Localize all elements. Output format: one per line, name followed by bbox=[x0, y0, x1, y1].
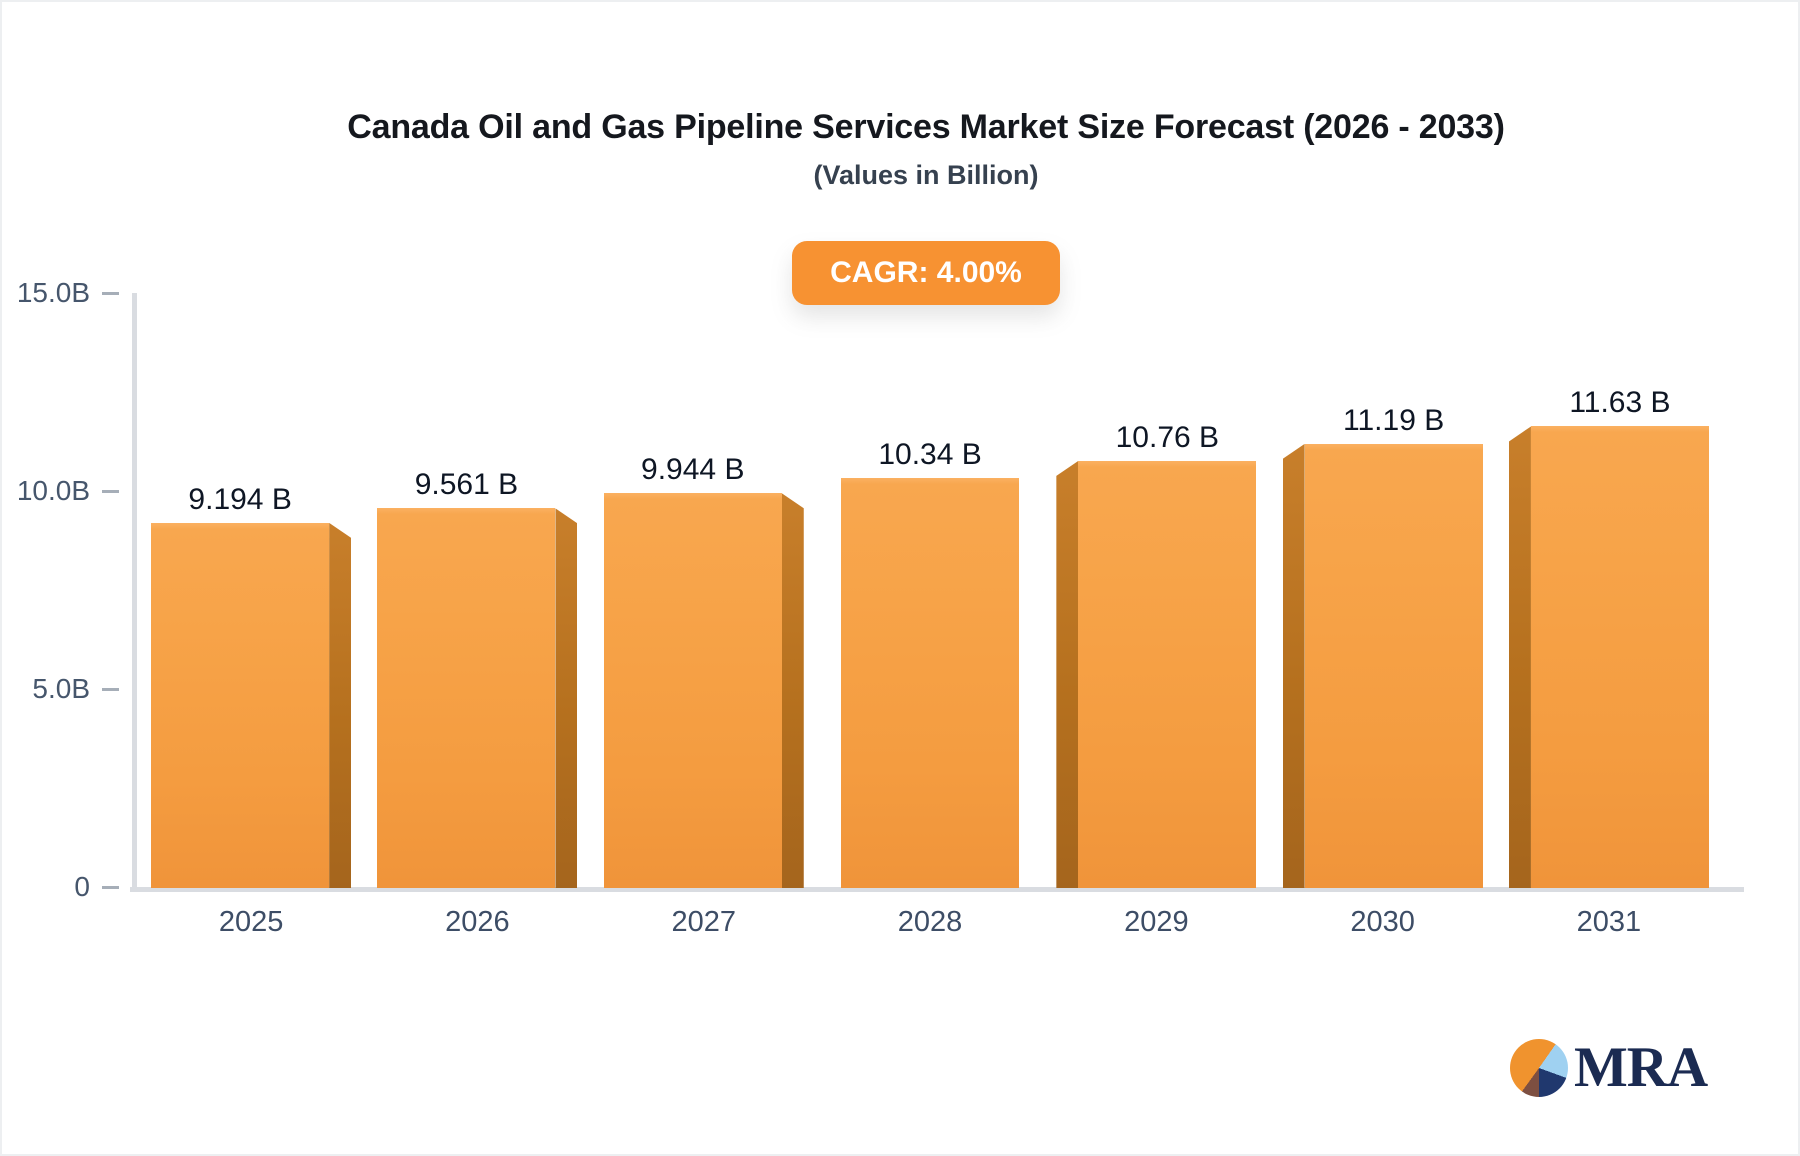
bar-2031-side-face bbox=[1508, 426, 1531, 888]
x-axis-label-2027: 2027 bbox=[671, 906, 736, 938]
y-tick-mark-5.0B bbox=[102, 688, 119, 691]
chart-header: Canada Oil and Gas Pipeline Services Mar… bbox=[2, 2, 1798, 305]
bar-value-label-2031: 11.63 B bbox=[1569, 386, 1671, 420]
y-tick-mark-0 bbox=[102, 886, 119, 889]
x-axis-label-2029: 2029 bbox=[1124, 906, 1189, 938]
mra-logo: MRA bbox=[1510, 1036, 1708, 1100]
y-tick-label-5.0B: 5.0B bbox=[32, 673, 90, 704]
pie-chart-logo-icon bbox=[1510, 1039, 1568, 1097]
chart-subtitle: (Values in Billion) bbox=[813, 160, 1039, 190]
bar-value-label-2028: 10.34 B bbox=[878, 437, 982, 471]
bar-2026 bbox=[377, 508, 556, 888]
y-tick-mark-15.0B bbox=[102, 292, 119, 295]
bar-value-label-2029: 10.76 B bbox=[1115, 420, 1220, 454]
bar-2029 bbox=[1078, 460, 1257, 888]
x-axis-label-2025: 2025 bbox=[218, 906, 284, 938]
y-tick-label-0: 0 bbox=[74, 871, 90, 902]
bar-2028 bbox=[841, 477, 1020, 888]
bar-value-label-2026: 9.561 B bbox=[414, 468, 519, 502]
bar-2030 bbox=[1304, 443, 1483, 888]
y-tick-label-10.0B: 10.0B bbox=[16, 475, 90, 506]
bar-2025-side-face bbox=[329, 522, 352, 888]
y-axis-line bbox=[132, 293, 137, 892]
logo-text: MRA bbox=[1574, 1036, 1708, 1099]
x-axis-line bbox=[130, 887, 1744, 892]
x-axis-label-2030: 2030 bbox=[1350, 906, 1415, 938]
x-axis-label-2028: 2028 bbox=[897, 906, 963, 938]
x-axis-label-2026: 2026 bbox=[445, 906, 510, 938]
bar-2030-side-face bbox=[1282, 443, 1305, 888]
bar-value-label-2030: 11.19 B bbox=[1343, 403, 1445, 437]
bar-2029-side-face bbox=[1056, 460, 1079, 888]
x-axis-label-2031: 2031 bbox=[1576, 906, 1642, 938]
cagr-badge: CAGR: 4.00% bbox=[792, 241, 1060, 305]
bar-2027 bbox=[603, 493, 782, 888]
y-tick-label-15.0B: 15.0B bbox=[16, 277, 90, 308]
bar-2025 bbox=[151, 522, 330, 888]
bar-value-label-2027: 9.944 B bbox=[641, 453, 745, 487]
bar-2031 bbox=[1530, 426, 1709, 888]
bar-2027-side-face bbox=[781, 493, 804, 888]
y-tick-mark-10.0B bbox=[102, 490, 119, 493]
bar-2026-side-face bbox=[555, 508, 578, 888]
bar-value-label-2025: 9.194 B bbox=[188, 482, 292, 516]
chart-title: Canada Oil and Gas Pipeline Services Mar… bbox=[347, 108, 1505, 146]
